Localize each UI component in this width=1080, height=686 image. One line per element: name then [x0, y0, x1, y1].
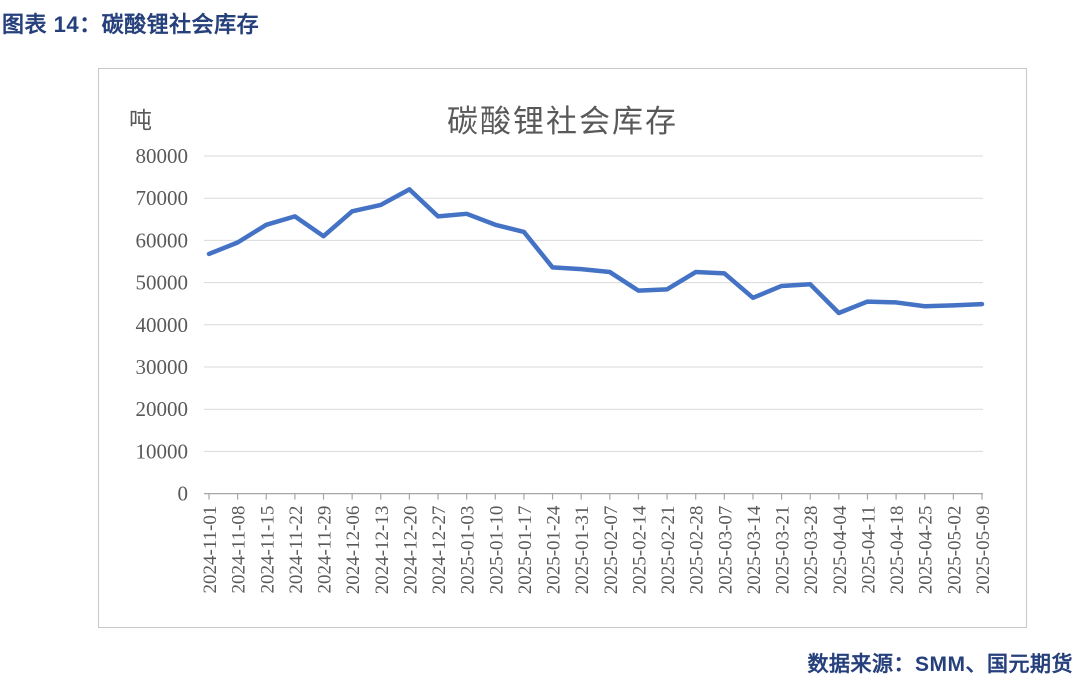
x-axis-label: 2025-01-03	[458, 506, 479, 595]
figure-caption: 图表 14：碳酸锂社会库存	[2, 12, 260, 37]
y-axis-label: 70000	[136, 186, 189, 210]
x-axis-label: 2025-04-04	[830, 505, 851, 594]
y-axis-labels: 0 10000 20000 30000 40000 50000 60000 70000 8000…	[136, 144, 189, 506]
y-axis-label: 40000	[136, 313, 189, 337]
series-line	[206, 187, 985, 316]
chart-container: 0 10000 20000 30000 40000 50000 60000 70000 8000…	[98, 68, 1027, 628]
x-axis-label: 2024-12-27	[429, 506, 450, 595]
x-axis-label: 2025-04-11	[858, 506, 879, 594]
x-tick-marks	[208, 493, 983, 500]
y-axis-label: 80000	[136, 144, 189, 168]
chart-title: 碳酸锂社会库存	[447, 104, 678, 139]
x-axis-label: 2025-05-09	[973, 506, 994, 595]
x-axis-label: 2025-03-21	[773, 506, 794, 595]
x-axis-label: 2025-02-28	[687, 506, 708, 595]
x-axis-label: 2025-05-02	[944, 506, 965, 595]
x-axis-label: 2024-12-20	[400, 506, 421, 595]
x-axis-label: 2024-11-08	[229, 506, 250, 594]
x-axis-label: 2025-01-31	[572, 506, 593, 595]
x-axis-label: 2025-04-25	[916, 506, 937, 595]
y-axis-unit-label: 吨	[129, 108, 152, 133]
y-axis-label: 0	[178, 482, 189, 506]
x-axis-label: 2025-01-24	[544, 505, 565, 594]
x-axis-label: 2025-03-28	[801, 506, 822, 595]
x-axis-label: 2024-11-22	[286, 506, 307, 594]
x-axis-label: 2024-12-06	[343, 506, 364, 595]
y-axis-label: 50000	[136, 271, 189, 295]
x-axis-label: 2024-11-29	[315, 506, 336, 594]
x-axis-label: 2025-02-14	[629, 505, 650, 594]
x-axis-label: 2025-01-10	[486, 506, 507, 595]
y-axis-label: 20000	[136, 397, 189, 421]
x-axis-labels: 2024-11-01 2024-11-08 2024-11-15 2024-11-22…	[200, 505, 994, 594]
data-source-note: 数据来源：SMM、国元期货	[807, 653, 1073, 676]
x-axis-label: 2025-03-07	[715, 506, 736, 595]
y-gridlines	[204, 155, 983, 452]
x-axis-label: 2025-01-17	[515, 506, 536, 595]
x-axis-label: 2025-04-18	[887, 506, 908, 595]
x-axis-label: 2024-12-13	[372, 506, 393, 595]
x-axis-label: 2024-11-01	[200, 506, 221, 594]
y-axis-label: 60000	[136, 228, 189, 252]
x-axis-label: 2025-02-21	[658, 506, 679, 595]
y-axis-label: 10000	[136, 439, 189, 463]
x-axis-label: 2025-02-07	[601, 506, 622, 595]
x-axis-label: 2025-03-14	[744, 505, 765, 594]
line-chart: 0 10000 20000 30000 40000 50000 60000 70000 8000…	[136, 144, 995, 594]
y-axis-label: 30000	[136, 355, 189, 379]
x-axis-label: 2024-11-15	[257, 506, 278, 594]
